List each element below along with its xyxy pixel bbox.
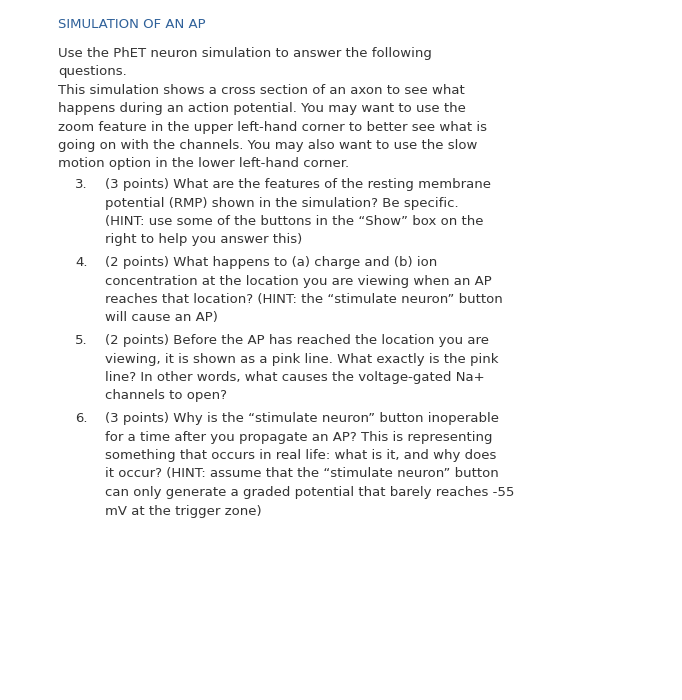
Text: (2 points) What happens to (a) charge and (b) ion: (2 points) What happens to (a) charge an…	[105, 256, 437, 269]
Text: Use the PhET neuron simulation to answer the following: Use the PhET neuron simulation to answer…	[58, 46, 432, 60]
Text: potential (RMP) shown in the simulation? Be specific.: potential (RMP) shown in the simulation?…	[105, 197, 458, 209]
Text: can only generate a graded potential that barely reaches -55: can only generate a graded potential tha…	[105, 486, 514, 499]
Text: it occur? (HINT: assume that the “stimulate neuron” button: it occur? (HINT: assume that the “stimul…	[105, 468, 499, 480]
Text: channels to open?: channels to open?	[105, 389, 227, 402]
Text: line? In other words, what causes the voltage-gated Na+: line? In other words, what causes the vo…	[105, 371, 485, 384]
Text: 4.: 4.	[75, 256, 87, 269]
Text: zoom feature in the upper left-hand corner to better see what is: zoom feature in the upper left-hand corn…	[58, 120, 487, 134]
Text: 5.: 5.	[75, 334, 87, 347]
Text: (2 points) Before the AP has reached the location you are: (2 points) Before the AP has reached the…	[105, 334, 489, 347]
Text: reaches that location? (HINT: the “stimulate neuron” button: reaches that location? (HINT: the “stimu…	[105, 293, 503, 306]
Text: This simulation shows a cross section of an axon to see what: This simulation shows a cross section of…	[58, 83, 464, 97]
Text: something that occurs in real life: what is it, and why does: something that occurs in real life: what…	[105, 449, 496, 462]
Text: concentration at the location you are viewing when an AP: concentration at the location you are vi…	[105, 274, 492, 288]
Text: 3.: 3.	[75, 178, 87, 191]
Text: will cause an AP): will cause an AP)	[105, 312, 218, 325]
Text: motion option in the lower left-hand corner.: motion option in the lower left-hand cor…	[58, 158, 349, 171]
Text: 6.: 6.	[75, 412, 87, 425]
Text: SIMULATION OF AN AP: SIMULATION OF AN AP	[58, 18, 206, 31]
Text: (HINT: use some of the buttons in the “Show” box on the: (HINT: use some of the buttons in the “S…	[105, 215, 484, 228]
Text: going on with the channels. You may also want to use the slow: going on with the channels. You may also…	[58, 139, 477, 152]
Text: mV at the trigger zone): mV at the trigger zone)	[105, 505, 262, 517]
Text: (3 points) Why is the “stimulate neuron” button inoperable: (3 points) Why is the “stimulate neuron”…	[105, 412, 499, 425]
Text: (3 points) What are the features of the resting membrane: (3 points) What are the features of the …	[105, 178, 491, 191]
Text: for a time after you propagate an AP? This is representing: for a time after you propagate an AP? Th…	[105, 430, 492, 444]
Text: questions.: questions.	[58, 65, 127, 78]
Text: viewing, it is shown as a pink line. What exactly is the pink: viewing, it is shown as a pink line. Wha…	[105, 353, 499, 365]
Text: right to help you answer this): right to help you answer this)	[105, 234, 302, 246]
Text: happens during an action potential. You may want to use the: happens during an action potential. You …	[58, 102, 466, 115]
